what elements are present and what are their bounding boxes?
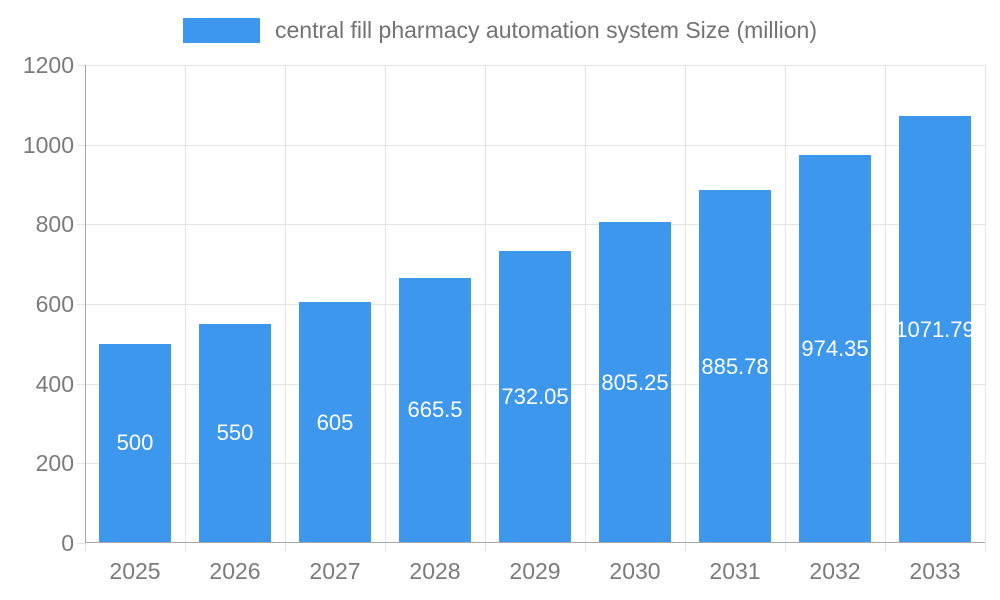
- x-axis-tick: [785, 543, 786, 551]
- x-tick-label: 2028: [409, 558, 461, 584]
- bar-value-label: 732.05: [501, 384, 569, 410]
- bar[interactable]: 805.25: [599, 222, 671, 543]
- bar-value-label: 605: [316, 409, 354, 435]
- bar-value-label: 974.35: [801, 335, 869, 361]
- y-axis-tick: [77, 543, 85, 544]
- bar[interactable]: 885.78: [699, 190, 771, 543]
- bar-value-label: 550: [216, 420, 254, 446]
- plot-area: 500 550 605 665.5 732.05 805.25 885.78 974.35 10…: [77, 65, 986, 551]
- x-tick-label: 2029: [509, 558, 561, 584]
- x-gridline: [485, 65, 486, 543]
- legend-label: central fill pharmacy automation system …: [275, 17, 817, 43]
- y-gridline: [85, 65, 985, 66]
- x-axis-tick: [185, 543, 186, 551]
- y-tick-label: 1200: [22, 52, 74, 78]
- x-gridline: [685, 65, 686, 543]
- x-gridline: [785, 65, 786, 543]
- x-gridline: [985, 65, 986, 543]
- x-gridline: [385, 65, 386, 543]
- bar[interactable]: 732.05: [499, 251, 571, 543]
- y-axis-tick: [77, 224, 85, 226]
- bar[interactable]: 605: [299, 302, 371, 543]
- bar-value-label: 1071.79: [899, 316, 971, 342]
- y-axis-tick: [77, 383, 85, 385]
- y-tick-label: 1000: [22, 131, 74, 158]
- x-gridline: [585, 65, 586, 543]
- bar[interactable]: 974.35: [799, 154, 871, 543]
- x-tick-label: 2031: [709, 558, 761, 584]
- x-axis-line: [85, 542, 985, 543]
- y-tick-label: 400: [35, 370, 74, 397]
- y-gridline: [85, 224, 985, 226]
- legend-color-swatch-icon: [183, 18, 261, 43]
- y-tick-label: 200: [35, 450, 74, 477]
- x-tick-label: 2025: [109, 558, 161, 584]
- bar-value-label: 805.25: [601, 369, 669, 395]
- x-gridline: [285, 65, 286, 543]
- x-axis-tick: [385, 543, 386, 551]
- x-tick-label: 2030: [609, 558, 661, 584]
- bar[interactable]: 665.5: [399, 277, 471, 543]
- bar[interactable]: 1071.79: [899, 116, 971, 543]
- x-axis-tick: [685, 543, 686, 551]
- bar[interactable]: 550: [199, 323, 271, 543]
- bar-value-label: 665.5: [407, 397, 463, 423]
- x-axis-tick: [485, 543, 486, 551]
- y-axis-tick: [77, 304, 85, 305]
- x-gridline: [885, 65, 886, 543]
- chart-legend-item[interactable]: central fill pharmacy automation system …: [0, 17, 1000, 44]
- y-axis-tick: [77, 144, 85, 146]
- y-axis-tick: [77, 65, 85, 66]
- x-axis-tick: [285, 543, 286, 551]
- y-tick-label: 0: [61, 530, 74, 556]
- bar-value-label: 500: [116, 430, 154, 456]
- x-axis-tick: [885, 543, 886, 551]
- y-axis-tick: [77, 463, 85, 465]
- x-tick-label: 2032: [809, 558, 861, 584]
- x-tick-label: 2026: [209, 558, 261, 584]
- x-tick-label: 2033: [909, 558, 961, 584]
- y-tick-label: 800: [35, 211, 74, 238]
- x-gridline: [185, 65, 186, 543]
- y-axis-labels: 0 200 400 600 800 1000 1200: [0, 53, 74, 555]
- x-axis-tick: [85, 543, 86, 551]
- y-tick-label: 600: [35, 291, 74, 317]
- y-gridline: [85, 144, 985, 146]
- x-axis-tick: [585, 543, 586, 551]
- bar[interactable]: 500: [99, 343, 171, 543]
- x-tick-label: 2027: [309, 558, 361, 584]
- x-axis-labels: 2025 2026 2027 2028 2029 2030 2031 2032 2033: [85, 558, 985, 588]
- y-axis-line: [85, 65, 86, 543]
- bar-value-label: 885.78: [701, 353, 769, 379]
- x-axis-tick: [985, 543, 986, 551]
